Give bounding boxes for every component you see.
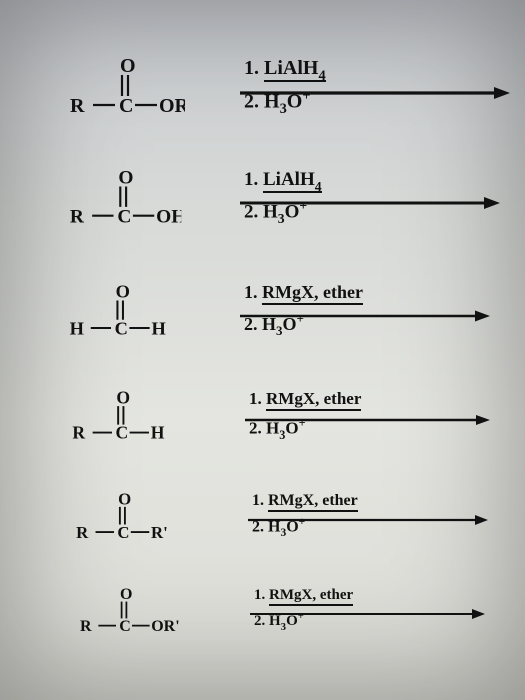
svg-text:H: H xyxy=(151,318,165,338)
reactant-structure: O C R OH xyxy=(65,170,181,238)
reaction-row: O C R OR' xyxy=(30,48,510,138)
left-group: R xyxy=(70,95,85,117)
step1-conditions: 1. RMgX, ether xyxy=(254,587,353,606)
step1-conditions: 1. LiAlH4 xyxy=(244,57,326,84)
step2-conditions: 2. H3O+ xyxy=(254,610,304,632)
right-group: OR' xyxy=(159,95,185,117)
svg-text:R': R' xyxy=(151,523,168,542)
reactant-structure: O C R H xyxy=(68,391,174,453)
svg-text:C: C xyxy=(117,206,131,227)
step1-conditions: 1. RMgX, ether xyxy=(244,282,363,307)
reaction-arrow-block: 1. LiAlH4 2. H3O+ xyxy=(240,48,510,138)
svg-text:OR': OR' xyxy=(151,618,179,635)
svg-text:H: H xyxy=(151,423,165,443)
reaction-row: O C R OR' 1. RMgX, ether xyxy=(30,580,510,652)
svg-text:O: O xyxy=(116,391,130,407)
reaction-row: O C R R' 1. RMgX, ether xyxy=(30,484,510,560)
reaction-row: O C R H 1. RMgX, ether xyxy=(30,382,510,462)
svg-text:O: O xyxy=(118,170,133,189)
step2-conditions: 2. H3O+ xyxy=(244,198,307,226)
oxygen-label: O xyxy=(120,58,136,77)
step1-conditions: 1. LiAlH4 xyxy=(244,169,322,194)
step2-conditions: 2. H3O+ xyxy=(252,516,305,539)
step2-conditions: 2. H3O+ xyxy=(244,311,304,339)
svg-text:C: C xyxy=(119,618,131,635)
reaction-arrow-block: 1. RMgX, ether 2. H3O+ xyxy=(240,275,510,359)
carbon-label: C xyxy=(119,95,133,117)
svg-text:O: O xyxy=(120,588,132,603)
reaction-arrow-block: 1. LiAlH4 2. H3O+ xyxy=(240,160,510,248)
svg-text:C: C xyxy=(115,318,128,338)
svg-text:R: R xyxy=(76,523,89,542)
reactant-structure: O C R OR' xyxy=(65,58,185,128)
svg-text:C: C xyxy=(117,523,129,542)
reaction-sheet: O C R OR' xyxy=(30,20,510,680)
reactant-structure: O C R R' xyxy=(72,493,173,552)
step2-conditions: 2. H3O+ xyxy=(244,88,311,118)
svg-text:R: R xyxy=(72,423,85,443)
reactant-structure: O C R OR' xyxy=(76,588,180,644)
svg-text:R: R xyxy=(70,206,85,227)
reaction-row: O C H H 1. RMgX, ether xyxy=(30,275,510,359)
reaction-arrow-block: 1. RMgX, ether 2. H3O+ xyxy=(245,382,510,462)
step2-conditions: 2. H3O+ xyxy=(249,416,306,442)
step1-conditions: 1. RMgX, ether xyxy=(249,389,361,412)
reactant-structure: O C H H xyxy=(65,285,175,349)
svg-text:H: H xyxy=(70,318,84,338)
reaction-arrow-block: 1. RMgX, ether 2. H3O+ xyxy=(248,484,510,560)
svg-text:OH: OH xyxy=(156,206,181,227)
step1-conditions: 1. RMgX, ether xyxy=(252,492,358,512)
svg-text:C: C xyxy=(116,423,129,443)
svg-text:R: R xyxy=(80,618,92,635)
svg-text:O: O xyxy=(116,285,130,302)
reaction-row: O C R OH 1. LiAlH4 xyxy=(30,160,510,248)
svg-text:O: O xyxy=(118,493,131,509)
reaction-arrow-block: 1. RMgX, ether 2. H3O+ xyxy=(250,580,510,652)
